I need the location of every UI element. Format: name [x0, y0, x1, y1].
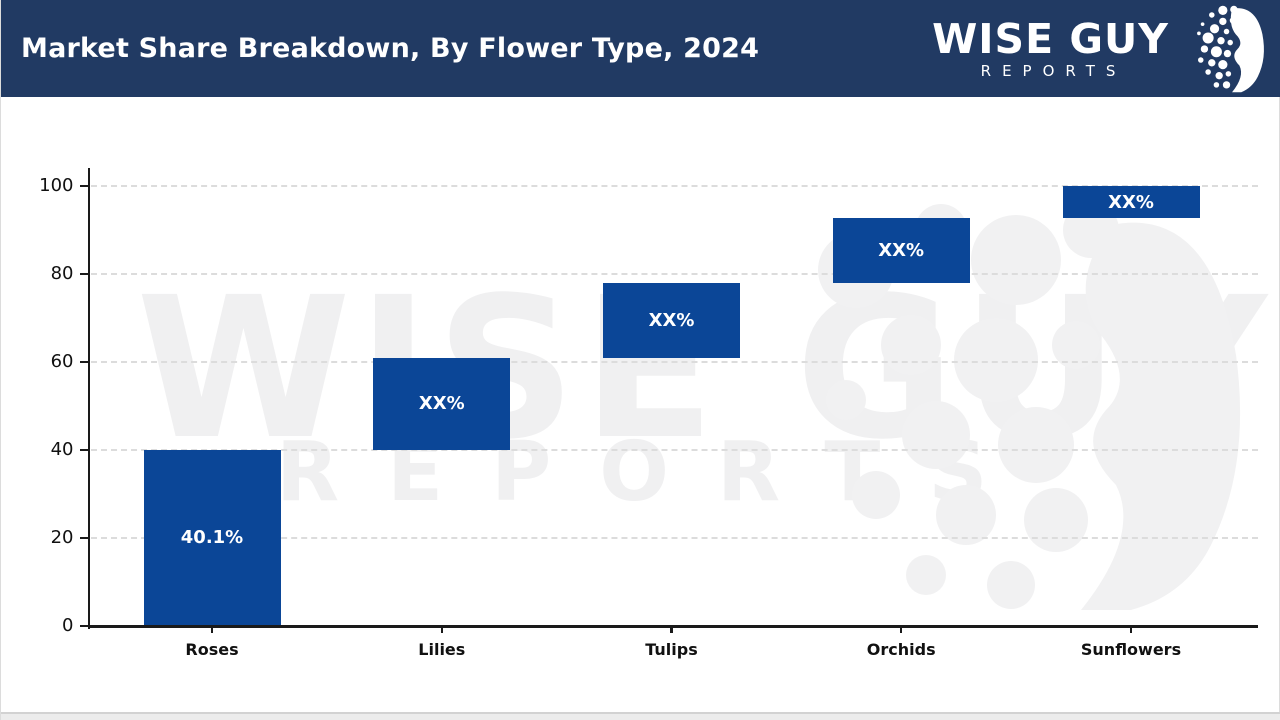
y-tick-label-40: 40 — [50, 439, 74, 460]
logo-text: WISE GUY REPORTS — [932, 14, 1169, 80]
watermark-head-icon — [818, 202, 1241, 610]
gridline-y60 — [90, 361, 1258, 363]
logo-subtitle: REPORTS — [980, 61, 1127, 80]
bar-lilies: XX% — [373, 357, 511, 450]
x-tick-orchids — [899, 627, 903, 633]
y-tick-20 — [79, 536, 88, 540]
x-tick-sunflowers — [1129, 627, 1133, 633]
x-category-label: Orchids — [866, 640, 936, 659]
y-tick-label-100: 100 — [39, 175, 74, 196]
x-category-label: Lilies — [418, 640, 466, 659]
gridline-y80 — [90, 273, 1258, 275]
y-tick-60 — [79, 360, 88, 364]
wise-guy-reports-logo: WISE GUY REPORTS — [932, 3, 1267, 95]
y-tick-80 — [79, 272, 88, 276]
bottom-border-strip — [1, 712, 1280, 720]
bar-roses: 40.1% — [143, 449, 281, 626]
x-tick-lilies — [440, 627, 444, 633]
logo-wordmark: WISE GUY — [932, 14, 1169, 63]
x-tick-tulips — [670, 627, 673, 633]
logo-head-icon — [1197, 5, 1264, 92]
gridline-y20 — [90, 537, 1258, 539]
bar-value-label: XX% — [878, 239, 925, 261]
y-tick-0 — [79, 624, 88, 628]
y-tick-label-80: 80 — [50, 263, 74, 284]
bar-value-label: 40.1% — [180, 527, 244, 549]
bar-orchids: XX% — [832, 218, 970, 283]
gridline-y100 — [90, 185, 1258, 187]
header-bar: Market Share Breakdown, By Flower Type, … — [1, 0, 1280, 97]
bar-value-label: XX% — [648, 309, 695, 331]
gridline-y40 — [90, 449, 1258, 451]
x-axis-line — [87, 625, 1258, 628]
x-category-label: Sunflowers — [1080, 640, 1182, 659]
bar-sunflowers: XX% — [1062, 186, 1200, 219]
y-tick-100 — [79, 184, 88, 188]
bar-value-label: XX% — [418, 393, 465, 415]
y-tick-label-20: 20 — [50, 527, 74, 548]
x-tick-roses — [210, 627, 214, 633]
y-tick-label-0: 0 — [62, 615, 74, 636]
y-tick-label-60: 60 — [50, 351, 74, 372]
x-category-label: Tulips — [645, 640, 698, 659]
page-title: Market Share Breakdown, By Flower Type, … — [21, 33, 760, 64]
x-category-label: Roses — [185, 640, 239, 659]
y-tick-40 — [79, 448, 88, 452]
bar-value-label: XX% — [1108, 191, 1154, 213]
y-axis-line — [87, 168, 90, 629]
bar-tulips: XX% — [603, 282, 740, 358]
